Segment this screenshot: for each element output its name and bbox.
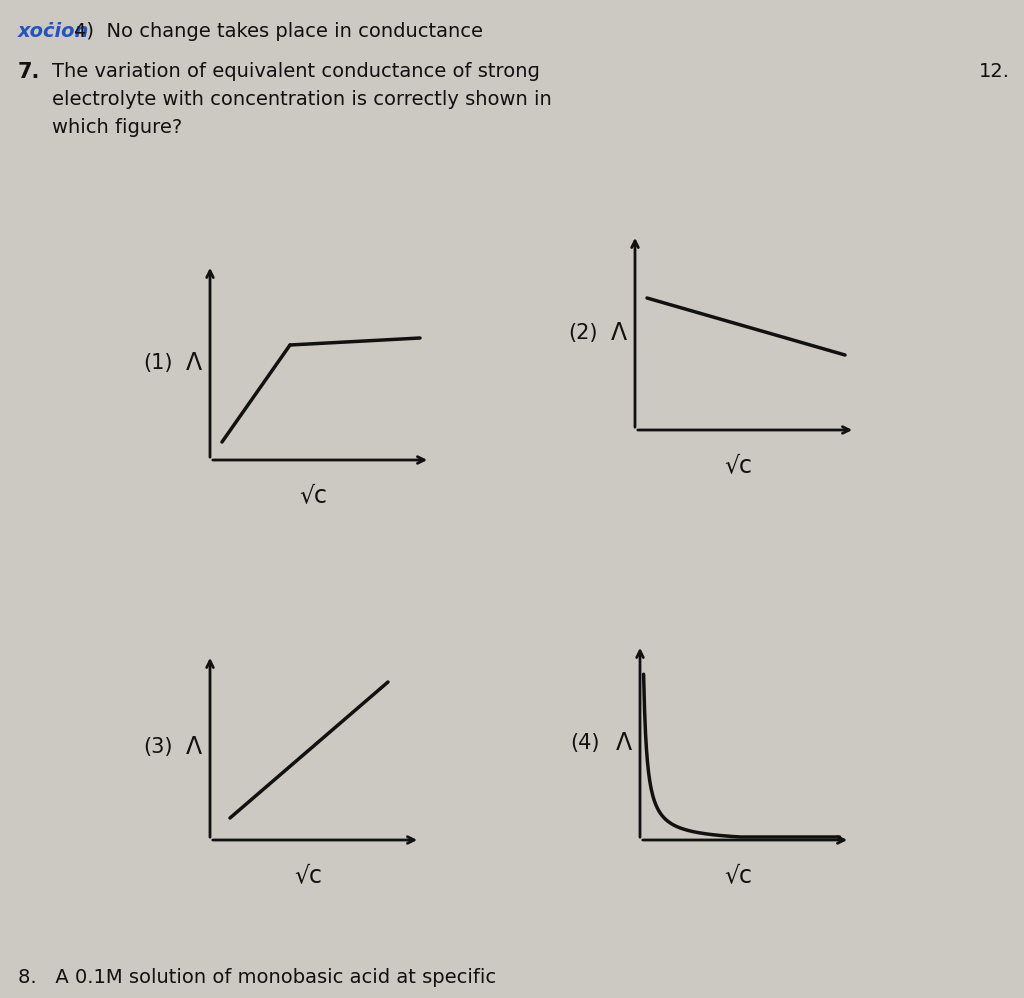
Text: √c: √c (299, 483, 328, 507)
Text: Λ: Λ (186, 350, 202, 374)
Text: xoċion: xoċion (18, 22, 89, 41)
Text: which figure?: which figure? (52, 118, 182, 137)
Text: (1): (1) (143, 352, 173, 372)
Text: 8.   A 0.1M solution of monobasic acid at specific: 8. A 0.1M solution of monobasic acid at … (18, 968, 496, 987)
Text: Λ: Λ (611, 320, 627, 344)
Text: The variation of equivalent conductance of stronɡ: The variation of equivalent conductance … (52, 62, 540, 81)
Text: Λ: Λ (186, 736, 202, 759)
Text: (4): (4) (570, 733, 600, 752)
Text: √c: √c (725, 863, 753, 887)
Text: (3): (3) (143, 738, 173, 757)
Text: Λ: Λ (616, 731, 632, 754)
Text: √c: √c (295, 863, 323, 887)
Text: 4)  No change takes place in conductance: 4) No change takes place in conductance (74, 22, 483, 41)
Text: electrolyte with concentration is correctly shown in: electrolyte with concentration is correc… (52, 90, 552, 109)
Text: 7.: 7. (18, 62, 40, 82)
Text: 12.: 12. (979, 62, 1010, 81)
Text: (2): (2) (568, 322, 598, 342)
Text: √c: √c (724, 453, 753, 477)
